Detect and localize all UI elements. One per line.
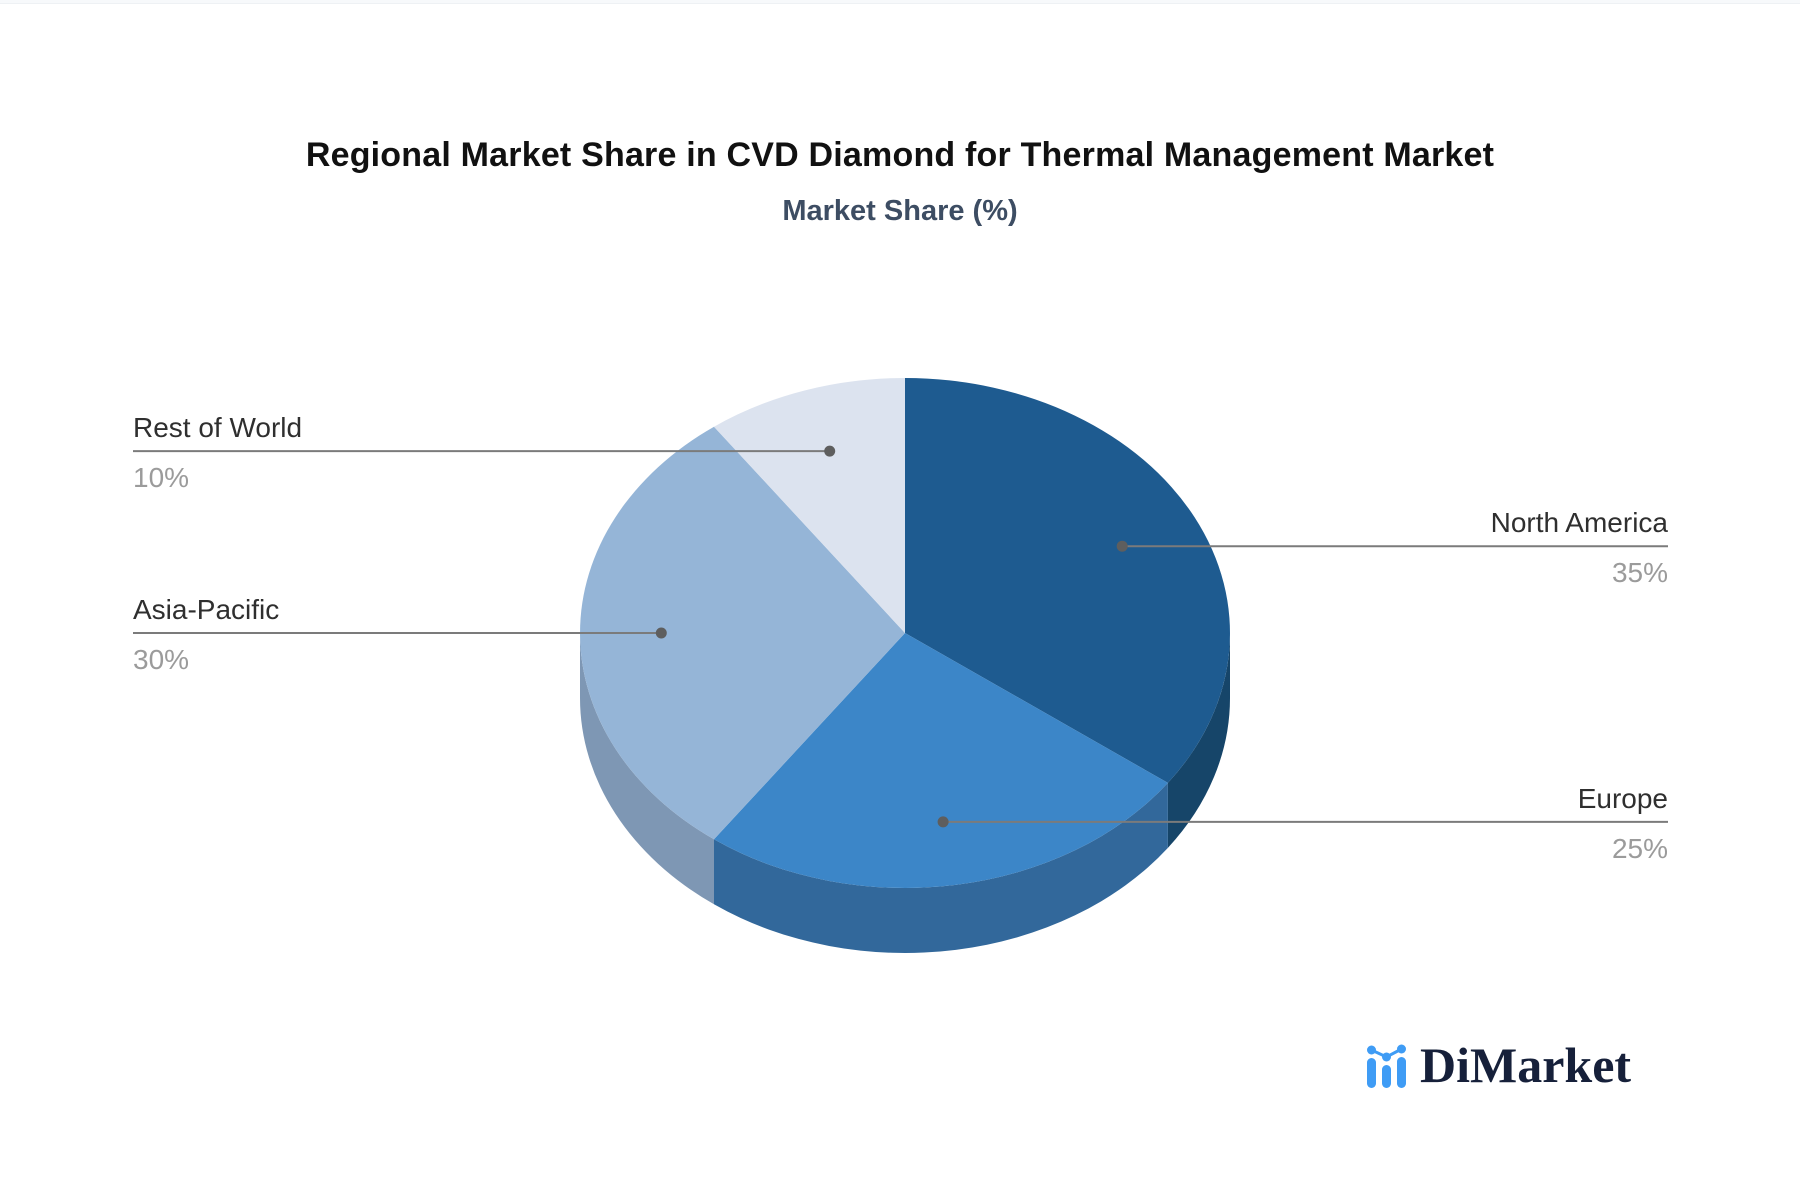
pie-slice-europe[interactable] [714, 633, 1168, 888]
page-top-strip [0, 0, 1800, 4]
slice-percent: 10% [133, 462, 190, 493]
leader-dot-north-america [1116, 540, 1128, 552]
slice-name: Rest of World [133, 412, 303, 443]
slice-name: North America [1490, 507, 1668, 538]
slice-percent: 30% [133, 644, 190, 675]
pie-side-asia-pacific [580, 633, 714, 905]
chart-title: Regional Market Share in CVD Diamond for… [305, 136, 1495, 174]
pie-side-europe [714, 782, 1168, 953]
dimarket-logo: DiMarket [1366, 1037, 1632, 1093]
bar-line-chart-icon [1367, 1044, 1406, 1088]
pie-slice-north-america[interactable] [905, 378, 1230, 783]
logo-text: DiMarket [1420, 1037, 1632, 1093]
slice-percent: 25% [1611, 833, 1668, 864]
pie-slice-rest-of-world[interactable] [714, 378, 905, 633]
leader-dot-europe [937, 816, 949, 828]
chart-subtitle: Market Share (%) [782, 195, 1018, 227]
leader-dot-rest-of-world [824, 445, 836, 457]
slice-name: Europe [1577, 783, 1668, 814]
slice-percent: 35% [1611, 557, 1668, 588]
leader-dot-asia-pacific [655, 627, 667, 639]
pie-slice-asia-pacific[interactable] [580, 426, 905, 840]
slice-name: Asia-Pacific [133, 594, 280, 625]
pie-side-north-america [1167, 633, 1230, 848]
